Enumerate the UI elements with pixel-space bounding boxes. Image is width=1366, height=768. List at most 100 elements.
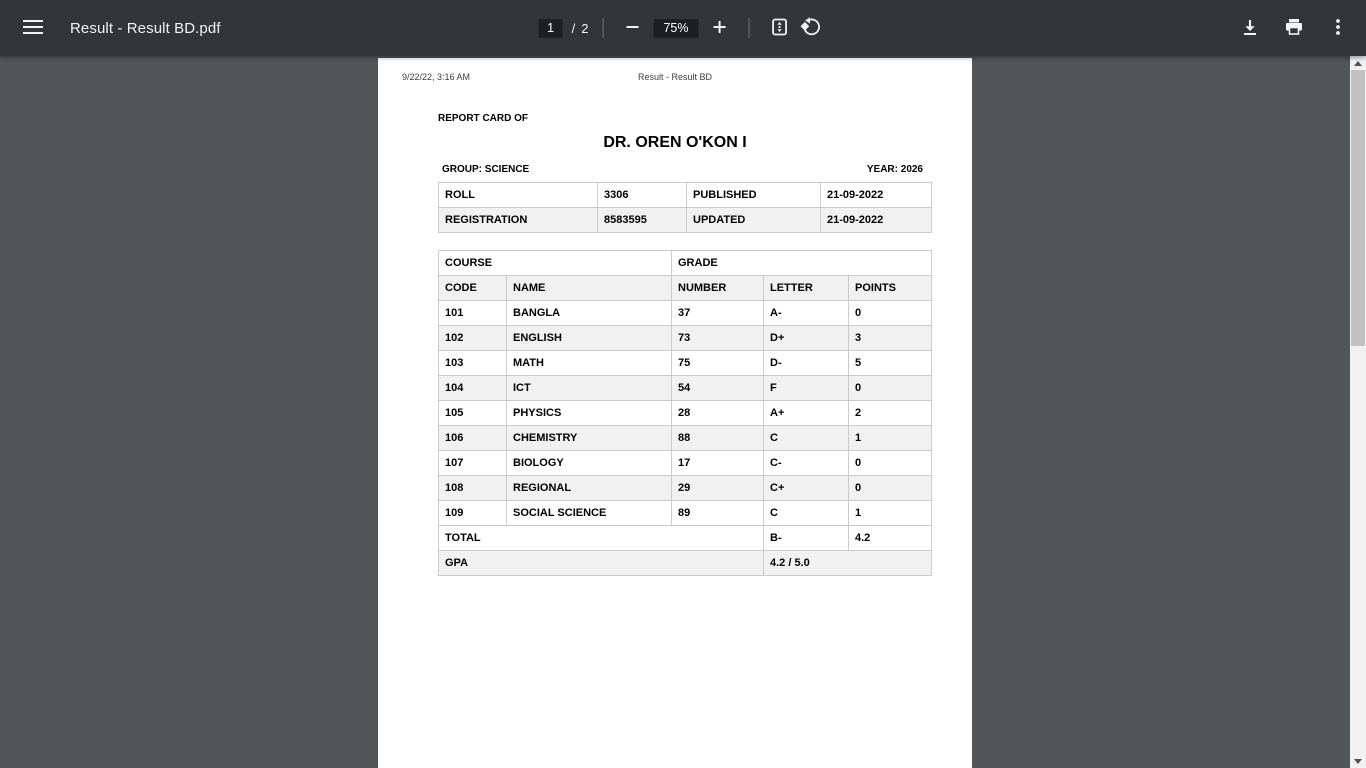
vertical-scrollbar[interactable] — [1350, 56, 1366, 768]
grade-cell: 2 — [847, 400, 933, 426]
grade-cell: CHEMISTRY — [506, 425, 672, 451]
total-label: TOTAL — [438, 525, 764, 551]
grade-cell: D- — [763, 350, 849, 376]
grade-cell: 108 — [438, 475, 507, 501]
total-letter: B- — [763, 525, 849, 551]
zoom-level-value[interactable]: 75% — [653, 18, 699, 38]
grade-cell: 105 — [438, 400, 507, 426]
kebab-menu-icon — [1328, 17, 1348, 40]
print-header-title: Result - Result BD — [637, 72, 713, 82]
student-name: DR. OREN O'KON I — [603, 134, 747, 151]
toolbar-right-group — [1232, 10, 1366, 46]
grade-row: 109 SOCIAL SCIENCE 89 C 1 — [438, 500, 933, 526]
grade-cell: 1 — [847, 425, 933, 451]
group-year-row: GROUP: SCIENCE YEAR: 2026 — [438, 164, 931, 175]
grade-cell: 102 — [438, 325, 507, 351]
grade-cell: 1 — [847, 500, 933, 526]
grade-cell: REGIONAL — [506, 475, 672, 501]
group-label: GROUP: SCIENCE — [442, 164, 530, 175]
page-divider: / — [571, 20, 576, 36]
info-cell: 21-09-2022 — [820, 207, 932, 233]
grade-cell: 101 — [438, 300, 507, 326]
grade-cell: 37 — [671, 300, 764, 326]
scrollbar-thumb[interactable] — [1351, 70, 1365, 346]
toolbar-center-group: / 2 75% — [538, 0, 828, 56]
info-table: ROLL 3306 PUBLISHED 21-09-2022 REGISTRAT… — [438, 182, 932, 233]
rotate-button[interactable] — [795, 12, 827, 44]
grade-cell: 75 — [671, 350, 764, 376]
grade-cell: BIOLOGY — [506, 450, 672, 476]
document-title: Result - Result BD.pdf — [70, 19, 221, 37]
fit-to-page-button[interactable] — [763, 12, 795, 44]
grade-cell: ENGLISH — [506, 325, 672, 351]
grade-cell: 17 — [671, 450, 764, 476]
grade-cell: 73 — [671, 325, 764, 351]
year-label: YEAR: 2026 — [866, 164, 923, 175]
grade-cell: 54 — [671, 375, 764, 401]
grade-cell: 28 — [671, 400, 764, 426]
scroll-down-arrow-icon — [1354, 758, 1362, 764]
grade-cell: 0 — [847, 475, 933, 501]
column-header: POINTS — [847, 275, 933, 301]
course-group-header: COURSE — [438, 250, 672, 276]
menu-button[interactable] — [15, 10, 51, 46]
download-button[interactable] — [1232, 10, 1268, 46]
grade-cell: A+ — [763, 400, 849, 426]
grade-row: 102 ENGLISH 73 D+ 3 — [438, 325, 933, 351]
column-header: NAME — [506, 275, 672, 301]
column-header: LETTER — [763, 275, 849, 301]
grade-row: 106 CHEMISTRY 88 C 1 — [438, 425, 933, 451]
print-button[interactable] — [1276, 10, 1312, 46]
info-cell: 3306 — [597, 182, 687, 208]
grade-row: 103 MATH 75 D- 5 — [438, 350, 933, 376]
grade-cell: 106 — [438, 425, 507, 451]
gpa-value: 4.2 / 5.0 — [762, 550, 933, 576]
grade-cell: BANGLA — [506, 300, 672, 326]
total-points: 4.2 — [847, 525, 933, 551]
grade-cell: SOCIAL SCIENCE — [506, 500, 672, 526]
grade-cell: 3 — [847, 325, 933, 351]
grade-row: 108 REGIONAL 29 C+ 0 — [438, 475, 933, 501]
grades-group-header-row: COURSE GRADE — [438, 250, 933, 276]
toolbar-separator — [748, 18, 750, 38]
grades-column-header-row: CODE NAME NUMBER LETTER POINTS — [438, 275, 933, 301]
grade-row: 105 PHYSICS 28 A+ 2 — [438, 400, 933, 426]
print-header-datetime: 9/22/22, 3:16 AM — [402, 72, 471, 82]
grade-cell: 88 — [671, 425, 764, 451]
more-options-button[interactable] — [1320, 10, 1356, 46]
gpa-label: GPA — [438, 550, 764, 576]
grade-cell: C — [763, 500, 849, 526]
info-cell: UPDATED — [686, 207, 821, 233]
grade-group-header: GRADE — [670, 250, 933, 276]
info-table-row: REGISTRATION 8583595 UPDATED 21-09-2022 — [438, 207, 932, 233]
grade-cell: 0 — [847, 300, 933, 326]
grade-cell: 109 — [438, 500, 507, 526]
toolbar-separator — [602, 18, 604, 38]
page-number-input[interactable] — [538, 18, 563, 38]
scroll-down-button[interactable] — [1350, 754, 1366, 768]
hamburger-menu-icon — [23, 19, 43, 37]
info-cell: 8583595 — [597, 207, 687, 233]
pdf-viewer-toolbar: Result - Result BD.pdf / 2 75% — [0, 0, 1366, 56]
grade-cell: C — [763, 425, 849, 451]
column-header: CODE — [438, 275, 507, 301]
pdf-viewer-area: 9/22/22, 3:16 AM Result - Result BD REPO… — [0, 56, 1350, 768]
grade-cell: F — [763, 375, 849, 401]
gpa-row: GPA 4.2 / 5.0 — [438, 550, 933, 576]
total-row: TOTAL B- 4.2 — [438, 525, 933, 551]
rotate-counterclockwise-icon — [800, 16, 822, 41]
download-icon — [1240, 17, 1260, 40]
zoom-in-button[interactable] — [704, 13, 734, 43]
grade-row: 107 BIOLOGY 17 C- 0 — [438, 450, 933, 476]
info-table-row: ROLL 3306 PUBLISHED 21-09-2022 — [438, 182, 932, 208]
grade-cell: C- — [763, 450, 849, 476]
grade-cell: 107 — [438, 450, 507, 476]
grade-cell: D+ — [763, 325, 849, 351]
scroll-up-button[interactable] — [1350, 56, 1366, 70]
info-cell: ROLL — [438, 182, 598, 208]
zoom-out-button[interactable] — [617, 13, 647, 43]
report-card-label: REPORT CARD OF — [438, 113, 528, 124]
minus-icon — [624, 19, 640, 38]
column-header: NUMBER — [671, 275, 764, 301]
grade-cell: ICT — [506, 375, 672, 401]
